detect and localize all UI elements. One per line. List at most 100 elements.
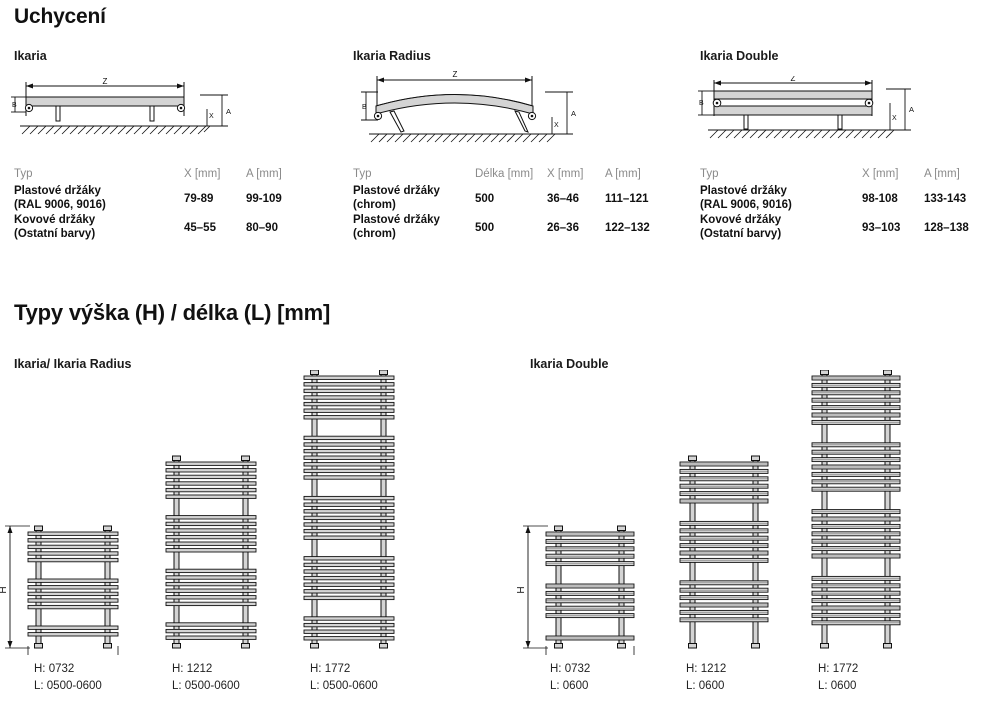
svg-text:X: X xyxy=(209,113,214,120)
cell-a: 122–132 xyxy=(605,221,650,234)
length-label: L: 0600 xyxy=(550,679,589,692)
table-row: Plastové držáky (chrom) 500 36–46 111–12… xyxy=(353,184,673,213)
svg-text:B: B xyxy=(699,100,704,107)
cell-x: 79-89 xyxy=(184,192,214,205)
cell-type: Kovové držáky (Ostatní barvy) xyxy=(700,213,862,242)
svg-text:X: X xyxy=(554,122,559,129)
radiator-rung xyxy=(165,474,257,480)
radiator-rung xyxy=(27,538,119,543)
radiator-elevation xyxy=(303,370,395,649)
radiator-rung xyxy=(27,591,119,597)
radiator-rung xyxy=(27,578,119,583)
svg-text:A: A xyxy=(571,109,576,118)
col-header-type: Typ xyxy=(14,168,33,180)
radiator-rung xyxy=(303,589,395,594)
cell-type: Plastové držáky (chrom) xyxy=(353,213,475,242)
page-title-mounting: Uchycení xyxy=(14,5,106,28)
cell-type: Plastové držáky (RAL 9006, 9016) xyxy=(14,184,184,213)
radiator-rung xyxy=(303,495,395,501)
length-label: L: 0600 xyxy=(818,679,857,692)
size-label-3: H: 0732 L: 0600 xyxy=(550,661,590,694)
radiator-rung xyxy=(303,616,395,621)
table-header-row: Typ X [mm] A [mm] xyxy=(14,168,304,184)
radiator-rung xyxy=(303,462,395,467)
cell-a: 80–90 xyxy=(246,221,278,234)
radiator-rung xyxy=(303,408,395,413)
type-line-2: (Ostatní barvy) xyxy=(14,227,96,240)
model-label-ikaria: Ikaria xyxy=(14,49,47,63)
radiator-rung xyxy=(165,548,257,553)
type-line-1: Plastové držáky xyxy=(14,185,101,197)
table-row: Kovové držáky (Ostatní barvy) 93–103 128… xyxy=(700,213,975,242)
radiator-rung xyxy=(27,604,119,610)
dimension-label-h: H xyxy=(0,586,9,593)
table-row: Plastové držáky (RAL 9006, 9016) 98-108 … xyxy=(700,184,975,213)
radiator-rung xyxy=(303,382,395,387)
radiator-rung xyxy=(27,544,119,550)
length-label: L: 0500-0600 xyxy=(34,679,102,692)
svg-text:Z: Z xyxy=(453,70,458,79)
radiator-rung xyxy=(303,569,395,574)
type-line-1: Plastové držáky xyxy=(353,185,440,197)
radiator-rung xyxy=(303,582,395,587)
radiator-elevation: HL xyxy=(516,525,635,655)
radiator-rung xyxy=(165,494,257,499)
radiator-rung xyxy=(303,375,395,380)
cell-x: 98-108 xyxy=(862,192,898,205)
height-label: H: 0732 xyxy=(550,663,591,675)
height-label: H: 1772 xyxy=(818,663,859,675)
radiator-elevation xyxy=(165,455,257,649)
radiator-rung xyxy=(165,622,257,627)
radiator-rung xyxy=(303,515,395,521)
diagram-ikaria-double-side-view: Z B xyxy=(690,76,925,144)
cell-delka: 500 xyxy=(475,221,495,234)
spec-table-ikaria: Typ X [mm] A [mm] Plastové držáky (RAL 9… xyxy=(14,168,304,242)
length-label: L: 0500-0600 xyxy=(310,679,378,692)
radiator-rung xyxy=(303,468,395,474)
diagram-ikaria-radius-side-view: Z B A xyxy=(345,66,585,146)
radiator-rung xyxy=(165,528,257,533)
radiator-rung xyxy=(303,395,395,400)
dimension-label-l: L xyxy=(587,654,593,655)
height-label: H: 1212 xyxy=(686,663,727,675)
svg-text:A: A xyxy=(909,105,914,114)
svg-text:A: A xyxy=(226,107,231,116)
radiator-elevation xyxy=(679,455,769,649)
radiator-rung xyxy=(27,625,119,630)
type-line-2: (RAL 9006, 9016) xyxy=(700,198,792,211)
radiator-rung xyxy=(165,568,257,574)
radiator-rung xyxy=(165,534,257,540)
col-header-x: X [mm] xyxy=(547,168,584,180)
svg-text:B: B xyxy=(362,104,367,111)
table-header-row: Typ X [mm] A [mm] xyxy=(700,168,975,184)
col-header-delka: Délka [mm] xyxy=(475,168,534,180)
radiator-rung xyxy=(303,556,395,561)
svg-text:X: X xyxy=(892,115,897,122)
radiator-elevations: HLHL xyxy=(0,370,981,655)
radiator-rung xyxy=(165,575,257,580)
radiator-rung xyxy=(303,535,395,540)
size-label-4: H: 1212 L: 0600 xyxy=(686,661,726,694)
table-row: Kovové držáky (Ostatní barvy) 45–55 80–9… xyxy=(14,213,304,242)
table-row: Plastové držáky (RAL 9006, 9016) 79-89 9… xyxy=(14,184,304,213)
type-line-2: (chrom) xyxy=(353,198,396,211)
radiator-rung xyxy=(303,435,395,441)
dimension-label-h: H xyxy=(516,586,527,593)
radiator-rung xyxy=(303,622,395,628)
radiator-rung xyxy=(303,415,395,420)
radiator-rung xyxy=(303,562,395,568)
radiator-rung xyxy=(165,635,257,640)
type-line-1: Kovové držáky xyxy=(700,214,782,227)
col-header-type: Typ xyxy=(353,168,372,180)
radiator-rung xyxy=(303,595,395,601)
cell-a: 111–121 xyxy=(605,192,649,205)
radiator-rung xyxy=(165,581,257,587)
cell-a: 128–138 xyxy=(924,221,969,234)
radiator-rung xyxy=(303,401,395,407)
radiator-rung xyxy=(165,481,257,486)
radiator-elevation: HL xyxy=(0,525,119,655)
radiator-rung xyxy=(303,522,395,527)
svg-text:Z: Z xyxy=(103,77,108,86)
radiator-rung xyxy=(27,598,119,603)
